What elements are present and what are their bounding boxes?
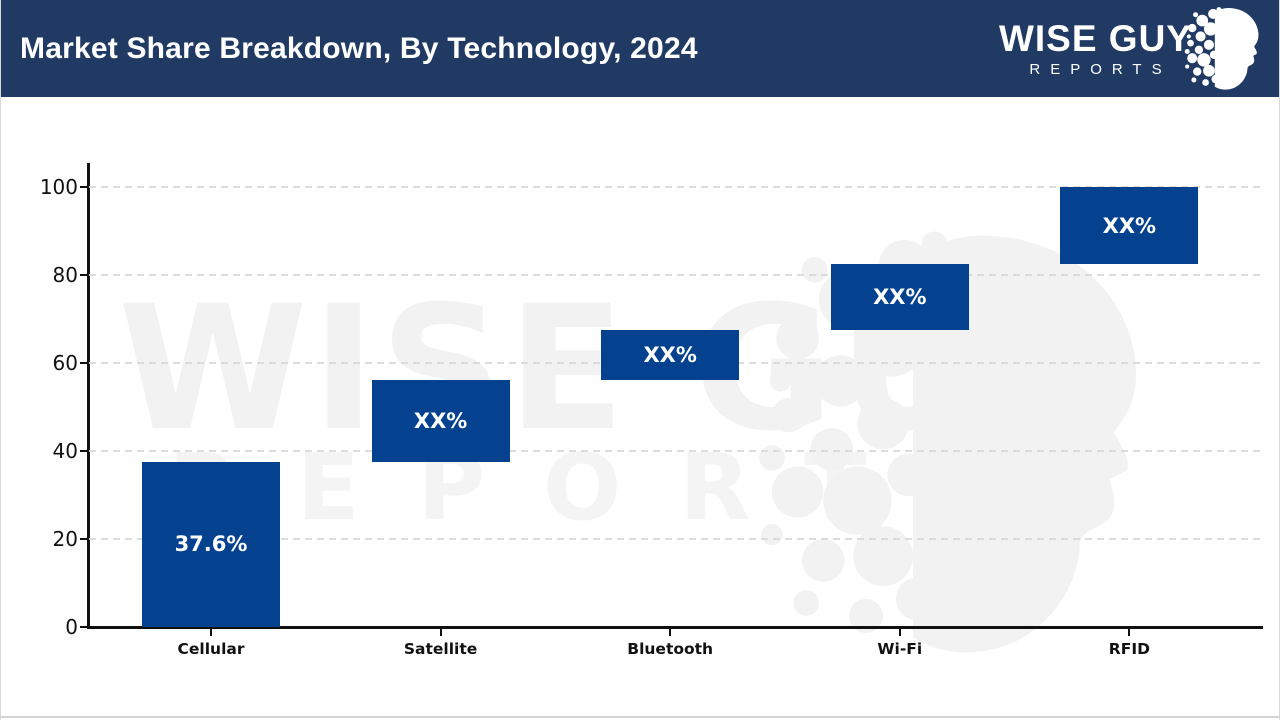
x-axis-line <box>87 626 1263 629</box>
gridline <box>89 274 1262 276</box>
x-axis-tick <box>898 629 901 636</box>
x-axis-tick <box>439 629 442 636</box>
y-axis-tick-label: 100 <box>39 175 78 199</box>
bar-value-label: XX% <box>413 408 468 433</box>
logo-face-icon <box>1184 6 1259 90</box>
y-axis-line <box>87 163 90 629</box>
logo-wordmark: WISE GUY <box>998 17 1192 59</box>
y-axis-tick-label: 20 <box>52 527 78 551</box>
y-axis-tick-label: 60 <box>52 351 78 375</box>
x-axis-category-label: RFID <box>1108 640 1150 658</box>
brand-logo: WISE GUY REPORTS <box>999 0 1272 97</box>
header-bar: Market Share Breakdown, By Technology, 2… <box>0 0 1280 97</box>
bar-value-label: 37.6% <box>174 532 248 557</box>
x-axis-tick <box>210 629 212 636</box>
logo-text: WISE GUY REPORTS <box>999 20 1192 78</box>
x-axis-category-label: Cellular <box>177 640 245 658</box>
x-axis-category-label: Bluetooth <box>627 640 714 658</box>
y-axis-tick <box>80 538 88 540</box>
bar-value-label: XX% <box>643 343 697 368</box>
y-axis-tick <box>80 450 88 452</box>
y-axis-tick <box>80 626 88 628</box>
y-axis-tick-label: 80 <box>52 263 78 287</box>
y-axis-tick-label: 0 <box>65 615 78 639</box>
gridline <box>89 538 1262 540</box>
bar: XX% <box>371 380 510 462</box>
y-axis-tick <box>80 362 88 364</box>
bar-value-label: XX% <box>1102 213 1157 238</box>
x-axis-category-label: Wi-Fi <box>877 640 923 658</box>
gridline <box>89 186 1262 188</box>
x-axis-tick <box>669 629 672 636</box>
y-axis-tick <box>80 274 88 276</box>
x-axis-category-label: Satellite <box>403 640 478 658</box>
bar-value-label: XX% <box>873 285 927 310</box>
watermark-face-icon <box>759 231 1137 653</box>
logo-subtitle: REPORTS <box>1029 60 1172 78</box>
x-axis-tick <box>1128 629 1131 636</box>
gridline <box>89 450 1262 452</box>
chart-title: Market Share Breakdown, By Technology, 2… <box>20 31 698 65</box>
bar: XX% <box>601 330 740 381</box>
y-axis-tick-label: 40 <box>52 439 78 463</box>
bar: 37.6% <box>142 461 280 627</box>
bar: XX% <box>830 264 969 331</box>
y-axis-tick <box>80 186 88 188</box>
bar: XX% <box>1060 187 1199 264</box>
